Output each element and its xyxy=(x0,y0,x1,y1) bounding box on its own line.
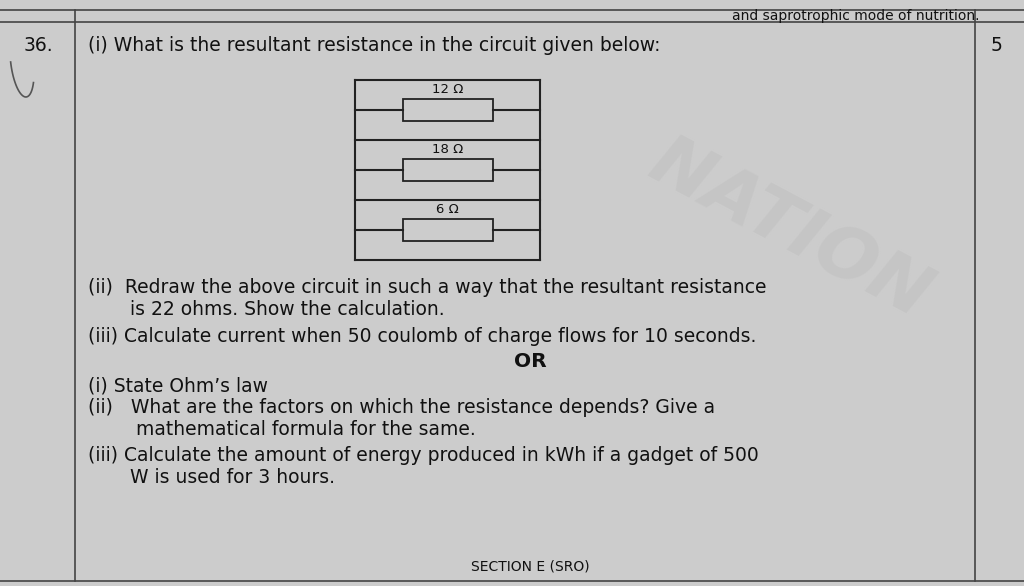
Text: W is used for 3 hours.: W is used for 3 hours. xyxy=(88,468,335,487)
Text: 36.: 36. xyxy=(24,36,53,55)
Text: 5: 5 xyxy=(991,36,1002,55)
Bar xyxy=(402,159,493,181)
Text: 12 Ω: 12 Ω xyxy=(432,83,463,96)
Text: (ii)  Redraw the above circuit in such a way that the resultant resistance: (ii) Redraw the above circuit in such a … xyxy=(88,278,767,297)
Text: mathematical formula for the same.: mathematical formula for the same. xyxy=(88,420,476,439)
Text: SECTION E (SRO): SECTION E (SRO) xyxy=(471,559,590,573)
Text: (iii) Calculate the amount of energy produced in kWh if a gadget of 500: (iii) Calculate the amount of energy pro… xyxy=(88,446,759,465)
Text: 18 Ω: 18 Ω xyxy=(432,143,463,156)
Text: and saprotrophic mode of nutrition.: and saprotrophic mode of nutrition. xyxy=(732,9,980,23)
Text: NATION: NATION xyxy=(638,127,942,333)
Text: (iii) Calculate current when 50 coulomb of charge flows for 10 seconds.: (iii) Calculate current when 50 coulomb … xyxy=(88,327,757,346)
Text: (i) State Ohm’s law: (i) State Ohm’s law xyxy=(88,376,268,395)
Bar xyxy=(402,219,493,241)
Text: 6 Ω: 6 Ω xyxy=(436,203,459,216)
Text: (i) What is the resultant resistance in the circuit given below:: (i) What is the resultant resistance in … xyxy=(88,36,660,55)
Text: OR: OR xyxy=(514,352,547,371)
Bar xyxy=(402,99,493,121)
Text: is 22 ohms. Show the calculation.: is 22 ohms. Show the calculation. xyxy=(88,300,444,319)
Text: (ii)   What are the factors on which the resistance depends? Give a: (ii) What are the factors on which the r… xyxy=(88,398,715,417)
